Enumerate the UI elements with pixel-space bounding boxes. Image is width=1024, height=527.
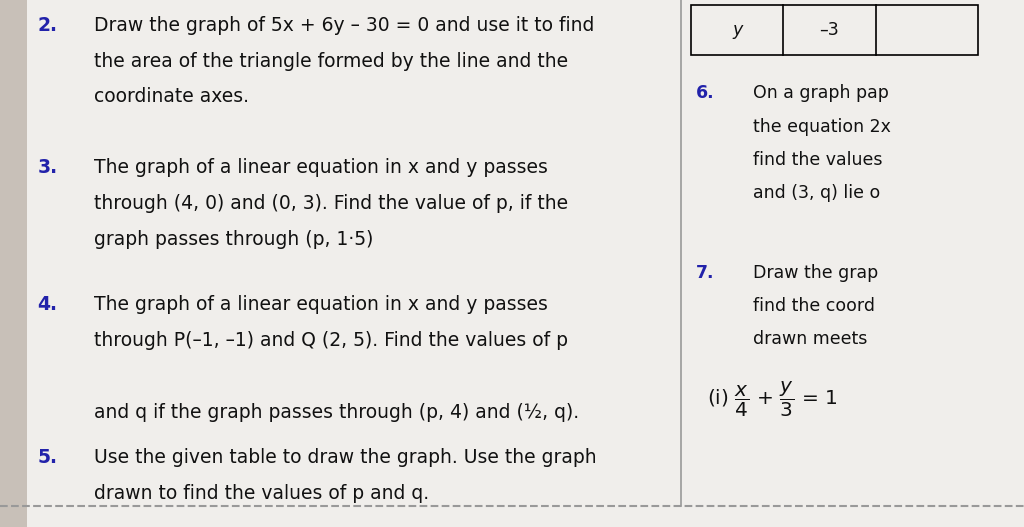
Text: 3.: 3. (37, 158, 57, 177)
Bar (691, 5, 978, 55)
Text: graph passes through (p, 1·5): graph passes through (p, 1·5) (93, 230, 373, 249)
Text: Draw the graph of 5x + 6y – 30 = 0 and use it to find: Draw the graph of 5x + 6y – 30 = 0 and u… (93, 16, 594, 35)
Text: 4.: 4. (37, 295, 57, 314)
Text: On a graph pap: On a graph pap (753, 84, 889, 102)
Bar (0, 0, 27, 527)
Text: coordinate axes.: coordinate axes. (93, 87, 249, 106)
Text: the equation 2x: the equation 2x (753, 118, 891, 135)
Text: 6.: 6. (696, 84, 715, 102)
Text: 7.: 7. (696, 264, 715, 281)
Text: drawn meets: drawn meets (753, 330, 867, 348)
Text: through (4, 0) and (0, 3). Find the value of p, if the: through (4, 0) and (0, 3). Find the valu… (93, 194, 567, 213)
Text: 2.: 2. (37, 16, 57, 35)
Text: find the values: find the values (753, 151, 882, 169)
Text: (i) $\dfrac{x}{4}$ + $\dfrac{y}{3}$ = 1: (i) $\dfrac{x}{4}$ + $\dfrac{y}{3}$ = 1 (707, 379, 838, 419)
Text: y: y (732, 21, 742, 40)
Text: 5.: 5. (37, 448, 57, 467)
Text: The graph of a linear equation in x and y passes: The graph of a linear equation in x and … (93, 295, 548, 314)
Text: find the coord: find the coord (753, 297, 874, 315)
Text: –3: –3 (819, 21, 840, 40)
Text: and (3, q) lie o: and (3, q) lie o (753, 184, 880, 202)
Text: and q if the graph passes through (p, 4) and (½, q).: and q if the graph passes through (p, 4)… (93, 403, 579, 422)
Text: through P(–1, –1) and Q (2, 5). Find the values of p: through P(–1, –1) and Q (2, 5). Find the… (93, 331, 567, 350)
Text: the area of the triangle formed by the line and the: the area of the triangle formed by the l… (93, 52, 567, 71)
Text: Draw the grap: Draw the grap (753, 264, 878, 281)
Text: drawn to find the values of p and q.: drawn to find the values of p and q. (93, 484, 429, 503)
Text: Use the given table to draw the graph. Use the graph: Use the given table to draw the graph. U… (93, 448, 596, 467)
Text: The graph of a linear equation in x and y passes: The graph of a linear equation in x and … (93, 158, 548, 177)
